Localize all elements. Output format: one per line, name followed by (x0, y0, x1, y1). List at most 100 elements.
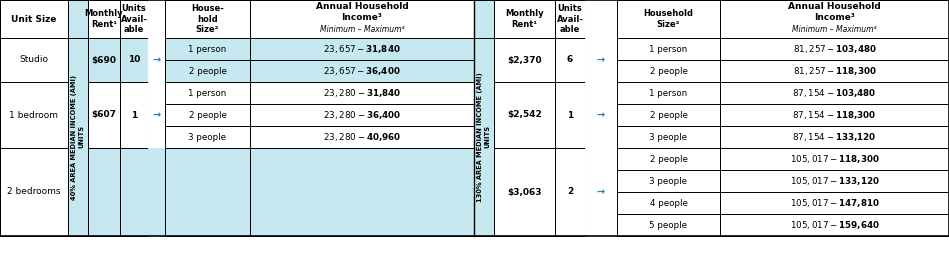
Text: Units
Avail-
able: Units Avail- able (121, 4, 147, 34)
Text: Units
Avail-
able: Units Avail- able (556, 4, 584, 34)
Text: 2 people: 2 people (649, 110, 687, 119)
Bar (68, 0, 88, 38)
Bar (165, 38, 250, 60)
Text: 3 people: 3 people (649, 132, 687, 142)
Text: $2,370: $2,370 (507, 56, 542, 64)
Text: 1 bedroom: 1 bedroom (9, 110, 59, 119)
Text: $690: $690 (91, 56, 117, 64)
Bar (617, 170, 720, 192)
Text: 1: 1 (567, 110, 573, 119)
Bar (555, 0, 585, 38)
Text: House-
hold
Size²: House- hold Size² (191, 4, 224, 34)
Bar (494, 38, 555, 82)
Bar (720, 126, 949, 148)
Text: $87,154 - $118,300: $87,154 - $118,300 (792, 109, 877, 121)
Text: $87,154 - $133,120: $87,154 - $133,120 (792, 131, 877, 143)
Text: $23,280 - $40,960: $23,280 - $40,960 (323, 131, 401, 143)
Text: Monthly
Rent¹: Monthly Rent¹ (84, 9, 123, 29)
Bar (720, 148, 949, 170)
Bar (120, 0, 148, 38)
Bar (0, 82, 68, 148)
Bar (250, 60, 474, 82)
Bar (602, 38, 617, 82)
Bar (602, 148, 617, 236)
Text: 2 bedrooms: 2 bedrooms (8, 188, 61, 197)
Text: $23,657 - $36,400: $23,657 - $36,400 (324, 65, 400, 77)
Bar (88, 82, 120, 148)
Text: 1 person: 1 person (649, 44, 688, 53)
Bar (720, 170, 949, 192)
Text: Minimum – Maximum⁴: Minimum – Maximum⁴ (320, 26, 404, 35)
Text: 4 people: 4 people (649, 198, 687, 207)
Bar (165, 126, 250, 148)
Text: 5 people: 5 people (649, 221, 687, 230)
Text: Minimum – Maximum⁴: Minimum – Maximum⁴ (792, 26, 877, 35)
Bar (617, 104, 720, 126)
Text: 3 people: 3 people (189, 132, 227, 142)
Text: $105,017 - $133,120: $105,017 - $133,120 (790, 175, 880, 187)
Text: 10: 10 (128, 56, 140, 64)
Bar (617, 82, 720, 104)
Bar (120, 38, 148, 82)
Text: →: → (597, 110, 605, 120)
Bar (720, 38, 949, 60)
Bar (617, 126, 720, 148)
Bar (165, 82, 250, 104)
Text: 3 people: 3 people (649, 177, 687, 185)
Text: $23,280 - $36,400: $23,280 - $36,400 (323, 109, 401, 121)
Text: $23,280 - $31,840: $23,280 - $31,840 (323, 87, 401, 99)
Bar (250, 104, 474, 126)
Bar (555, 38, 585, 82)
Text: $2,542: $2,542 (507, 110, 542, 119)
Text: 2: 2 (567, 188, 573, 197)
Text: $23,657 - $31,840: $23,657 - $31,840 (324, 43, 400, 55)
Bar (148, 148, 165, 236)
Bar (88, 148, 120, 236)
Bar (148, 38, 165, 82)
Bar (494, 0, 555, 38)
Text: Monthly
Rent¹: Monthly Rent¹ (505, 9, 544, 29)
Bar (250, 126, 474, 148)
Bar (585, 82, 602, 148)
Bar (720, 0, 949, 38)
Text: Annual Household
Income³: Annual Household Income³ (316, 2, 408, 22)
Text: Annual Household
Income³: Annual Household Income³ (788, 2, 881, 22)
Text: 2 people: 2 people (649, 155, 687, 164)
Text: $105,017 - $147,810: $105,017 - $147,810 (790, 197, 880, 209)
Text: →: → (153, 55, 160, 65)
Bar (617, 60, 720, 82)
Bar (494, 82, 555, 148)
Bar (720, 214, 949, 236)
Bar (0, 148, 68, 236)
Bar (0, 0, 68, 38)
Bar (165, 148, 250, 236)
Text: 6: 6 (567, 56, 573, 64)
Bar (720, 82, 949, 104)
Bar (617, 192, 720, 214)
Text: $105,017 - $118,300: $105,017 - $118,300 (790, 153, 880, 165)
Bar (585, 0, 602, 38)
Text: →: → (597, 55, 605, 65)
Text: $105,017 - $159,640: $105,017 - $159,640 (790, 219, 880, 231)
Bar (148, 82, 165, 148)
Text: Studio: Studio (20, 56, 48, 64)
Bar (250, 82, 474, 104)
Bar (120, 82, 148, 148)
Bar (250, 0, 474, 38)
Text: 130% AREA MEDIAN INCOME (AMI)
UNITS: 130% AREA MEDIAN INCOME (AMI) UNITS (477, 72, 491, 202)
Text: $87,154 - $103,480: $87,154 - $103,480 (792, 87, 877, 99)
Bar (165, 60, 250, 82)
Text: Unit Size: Unit Size (11, 15, 57, 23)
Text: →: → (153, 110, 160, 120)
Text: $81,257 - $118,300: $81,257 - $118,300 (792, 65, 876, 77)
Text: 1 person: 1 person (188, 44, 227, 53)
Text: $607: $607 (91, 110, 117, 119)
Bar (120, 148, 148, 236)
Text: 2 people: 2 people (189, 110, 227, 119)
Bar (720, 192, 949, 214)
Text: 1 person: 1 person (649, 89, 688, 98)
Bar (617, 214, 720, 236)
Text: 2 people: 2 people (189, 66, 227, 76)
Bar (602, 0, 617, 38)
Text: 2 people: 2 people (649, 66, 687, 76)
